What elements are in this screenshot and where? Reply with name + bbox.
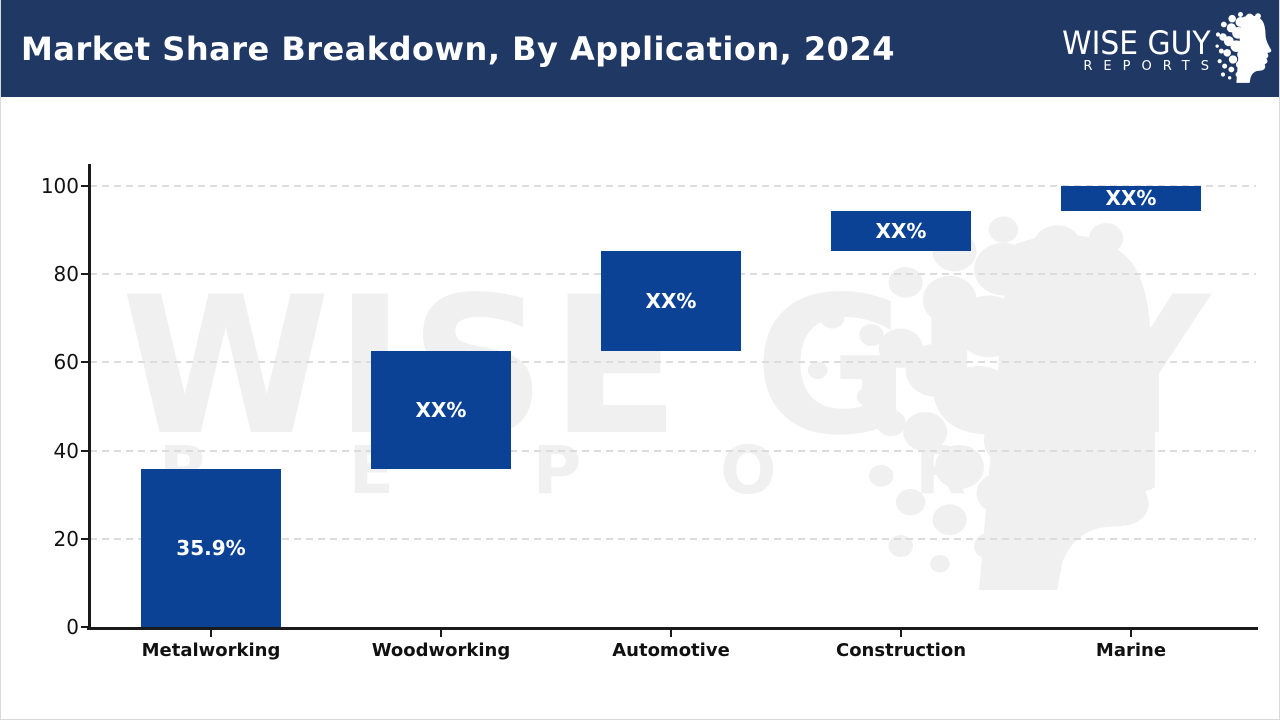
brand-logo-text: WISE GUY REPORTS: [1051, 27, 1211, 73]
x-label-marine: Marine: [1095, 640, 1167, 661]
bar-automotive: XX%: [601, 250, 741, 351]
x-tick-mark-construction: [900, 629, 902, 637]
y-tick-mark-80: [81, 273, 89, 276]
x-tick-mark-automotive: [670, 629, 672, 637]
header: Market Share Breakdown, By Application, …: [1, 0, 1279, 97]
bar-value-label: XX%: [875, 218, 927, 243]
y-tick-label-60: 60: [53, 350, 79, 375]
bar-value-label: XX%: [1105, 186, 1157, 211]
x-axis: [87, 627, 1258, 630]
brand-subtitle: REPORTS: [1083, 59, 1220, 74]
x-label-construction: Construction: [835, 640, 967, 661]
y-tick-label-20: 20: [53, 526, 79, 551]
bar-value-label: XX%: [645, 288, 697, 313]
y-tick-mark-40: [81, 449, 89, 452]
x-tick-mark-metalworking: [210, 629, 212, 637]
bar-construction: XX%: [831, 210, 971, 251]
y-tick-mark-0: [81, 626, 89, 628]
y-tick-mark-60: [81, 361, 89, 364]
bar-metalworking: 35.9%: [141, 468, 281, 627]
brand-name: WISE GUY: [1062, 24, 1211, 62]
y-tick-label-40: 40: [53, 438, 79, 463]
y-tick-label-0: 0: [66, 615, 79, 639]
gridline-60: [90, 361, 1256, 364]
bar-marine: XX%: [1061, 186, 1201, 211]
brand-logo: WISE GUY REPORTS: [1051, 5, 1273, 89]
bar-value-label: XX%: [415, 397, 467, 422]
x-tick-mark-woodworking: [440, 629, 442, 637]
y-tick-label-100: 100: [40, 174, 79, 198]
y-tick-mark-20: [81, 537, 89, 540]
x-label-automotive: Automotive: [612, 640, 730, 661]
chart-title: Market Share Breakdown, By Application, …: [21, 29, 895, 68]
watermark-head-icon: [807, 216, 1155, 590]
gridline-100: [90, 185, 1256, 187]
x-label-woodworking: Woodworking: [371, 640, 511, 661]
x-label-metalworking: Metalworking: [141, 640, 281, 661]
gridline-20: [90, 537, 1256, 540]
y-tick-label-80: 80: [53, 262, 79, 287]
x-tick-mark-marine: [1130, 629, 1132, 637]
y-axis: [88, 164, 91, 629]
gridline-40: [90, 449, 1256, 452]
y-tick-mark-100: [81, 185, 89, 187]
bar-value-label: 35.9%: [176, 535, 246, 560]
brand-head-icon: [1215, 12, 1272, 83]
bar-woodworking: XX%: [371, 350, 511, 469]
